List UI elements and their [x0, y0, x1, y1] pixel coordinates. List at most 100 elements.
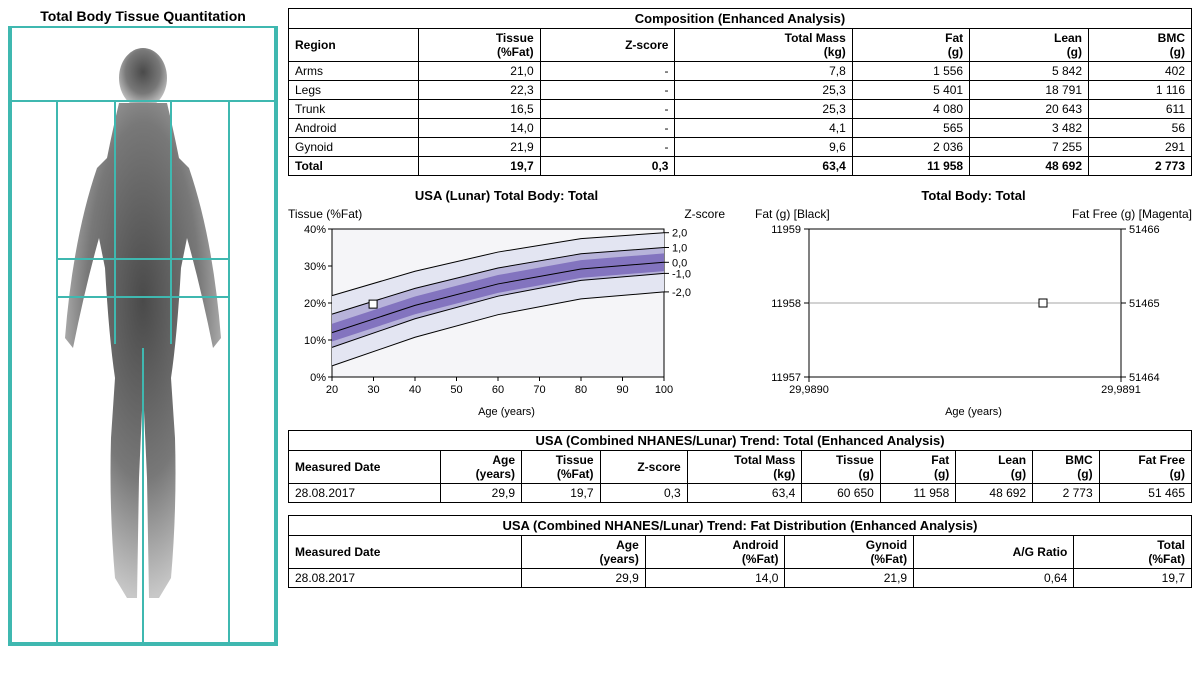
- svg-text:60: 60: [492, 384, 504, 396]
- table-row: Gynoid21,9-9,62 0367 255291: [289, 138, 1192, 157]
- svg-text:2,0: 2,0: [672, 228, 687, 240]
- table-cell: Total: [289, 157, 419, 176]
- col-header: A/G Ratio: [914, 536, 1074, 569]
- svg-text:-1,0: -1,0: [672, 268, 691, 280]
- table-cell: 28.08.2017: [289, 484, 441, 503]
- table-cell: 28.08.2017: [289, 569, 522, 588]
- table-cell: 19,7: [522, 484, 601, 503]
- table-cell: -: [540, 138, 675, 157]
- col-header: Region: [289, 29, 419, 62]
- svg-text:29,9891: 29,9891: [1101, 384, 1141, 396]
- col-header: Measured Date: [289, 536, 522, 569]
- table-cell: Trunk: [289, 100, 419, 119]
- table-cell: 51 465: [1099, 484, 1191, 503]
- trend-fat-title: USA (Combined NHANES/Lunar) Trend: Fat D…: [289, 516, 1192, 536]
- table-cell: 48 692: [970, 157, 1089, 176]
- table-cell: -: [540, 81, 675, 100]
- col-header: Z-score: [540, 29, 675, 62]
- col-header: BMC(g): [1033, 451, 1100, 484]
- table-cell: 19,7: [1074, 569, 1192, 588]
- col-header: Lean(g): [970, 29, 1089, 62]
- chart2-left-label: Fat (g) [Black]: [755, 207, 830, 221]
- col-header: Tissue(%Fat): [522, 451, 601, 484]
- table-cell: 1 116: [1089, 81, 1192, 100]
- table-cell: Gynoid: [289, 138, 419, 157]
- col-header: Tissue(%Fat): [419, 29, 541, 62]
- table-cell: 9,6: [675, 138, 852, 157]
- table-cell: 18 791: [970, 81, 1089, 100]
- table-cell: 19,7: [419, 157, 541, 176]
- table-cell: 2 036: [852, 138, 969, 157]
- scan-box: [8, 26, 278, 646]
- table-cell: 25,3: [675, 81, 852, 100]
- svg-text:30: 30: [367, 384, 379, 396]
- svg-text:-2,0: -2,0: [672, 287, 691, 299]
- svg-text:51466: 51466: [1129, 224, 1160, 236]
- table-cell: 29,9: [441, 484, 522, 503]
- table-row: Legs22,3-25,35 40118 7911 116: [289, 81, 1192, 100]
- table-cell: 63,4: [675, 157, 852, 176]
- chart-fat-fatfree: Total Body: Total Fat (g) [Black] Fat Fr…: [755, 188, 1192, 418]
- col-header: Z-score: [600, 451, 687, 484]
- table-cell: 5 842: [970, 62, 1089, 81]
- col-header: Total Mass(kg): [687, 451, 802, 484]
- table-cell: 7,8: [675, 62, 852, 81]
- table-cell: 16,5: [419, 100, 541, 119]
- table-cell: 291: [1089, 138, 1192, 157]
- table-cell: 60 650: [802, 484, 881, 503]
- table-row: Trunk16,5-25,34 08020 643611: [289, 100, 1192, 119]
- table-cell: 0,3: [600, 484, 687, 503]
- table-cell: 21,0: [419, 62, 541, 81]
- table-cell: 565: [852, 119, 969, 138]
- col-header: Tissue(g): [802, 451, 881, 484]
- trend-total-wrap: USA (Combined NHANES/Lunar) Trend: Total…: [288, 430, 1192, 503]
- trend-fat-table: USA (Combined NHANES/Lunar) Trend: Fat D…: [288, 515, 1192, 588]
- svg-text:20: 20: [326, 384, 338, 396]
- svg-text:11957: 11957: [771, 372, 801, 384]
- col-header: Fat(g): [880, 451, 955, 484]
- chart2-right-label: Fat Free (g) [Magenta]: [1072, 207, 1192, 221]
- chart1-title: USA (Lunar) Total Body: Total: [288, 188, 725, 203]
- chart1-ylabel: Tissue (%Fat): [288, 207, 362, 221]
- table-cell: 48 692: [956, 484, 1033, 503]
- svg-text:20%: 20%: [304, 298, 326, 310]
- composition-table-wrap: Composition (Enhanced Analysis) RegionTi…: [288, 8, 1192, 176]
- col-header: Android(%Fat): [645, 536, 785, 569]
- svg-text:90: 90: [616, 384, 628, 396]
- table-cell: 14,0: [645, 569, 785, 588]
- svg-text:51464: 51464: [1129, 372, 1160, 384]
- table-cell: 14,0: [419, 119, 541, 138]
- col-header: Age(years): [521, 536, 645, 569]
- trend-total-title: USA (Combined NHANES/Lunar) Trend: Total…: [289, 431, 1192, 451]
- svg-text:10%: 10%: [304, 335, 326, 347]
- table-cell: 4 080: [852, 100, 969, 119]
- table-cell: Legs: [289, 81, 419, 100]
- table-cell: 2 773: [1089, 157, 1192, 176]
- trend-fat-wrap: USA (Combined NHANES/Lunar) Trend: Fat D…: [288, 515, 1192, 588]
- table-cell: 11 958: [852, 157, 969, 176]
- svg-text:30%: 30%: [304, 261, 326, 273]
- table-row: 28.08.201729,914,021,90,6419,7: [289, 569, 1192, 588]
- table-cell: Android: [289, 119, 419, 138]
- table-row: Total19,70,363,411 95848 6922 773: [289, 157, 1192, 176]
- col-header: Measured Date: [289, 451, 441, 484]
- table-cell: 3 482: [970, 119, 1089, 138]
- chart2-xlabel: Age (years): [755, 406, 1192, 418]
- table-cell: 5 401: [852, 81, 969, 100]
- svg-text:50: 50: [450, 384, 462, 396]
- chart2-plot: 11959119581195751466514655146429,989029,…: [755, 223, 1175, 403]
- scan-title: Total Body Tissue Quantitation: [8, 8, 278, 24]
- svg-text:0%: 0%: [310, 372, 326, 384]
- col-header: Lean(g): [956, 451, 1033, 484]
- svg-text:40%: 40%: [304, 224, 326, 236]
- svg-text:40: 40: [409, 384, 421, 396]
- table-cell: 25,3: [675, 100, 852, 119]
- table-cell: 21,9: [419, 138, 541, 157]
- col-header: Gynoid(%Fat): [785, 536, 914, 569]
- svg-text:70: 70: [533, 384, 545, 396]
- svg-text:11958: 11958: [771, 298, 801, 310]
- table-cell: -: [540, 100, 675, 119]
- table-cell: 20 643: [970, 100, 1089, 119]
- table-cell: 7 255: [970, 138, 1089, 157]
- col-header: BMC(g): [1089, 29, 1192, 62]
